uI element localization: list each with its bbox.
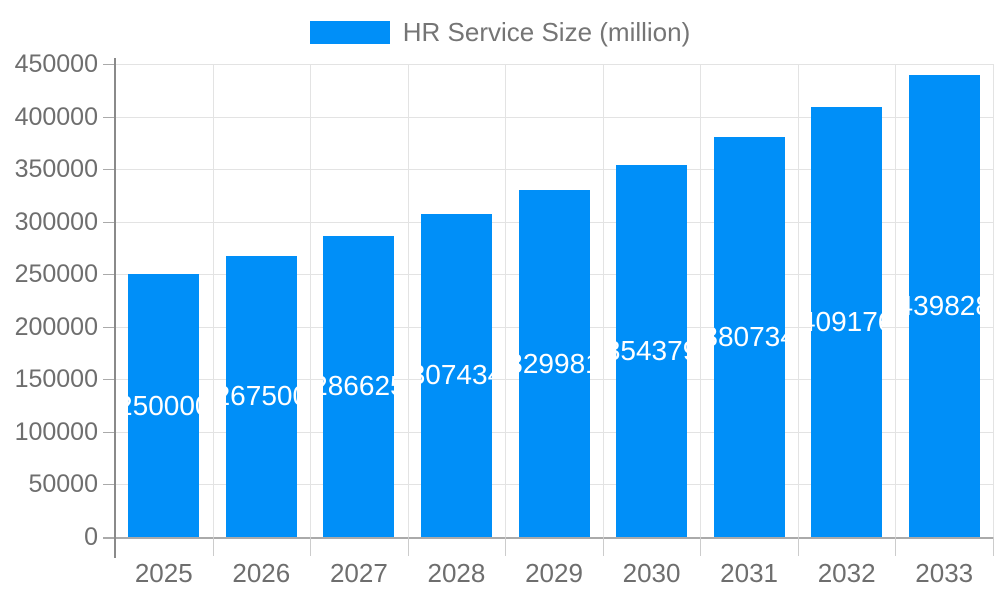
legend[interactable]: HR Service Size (million) (0, 18, 1000, 46)
bar-2027[interactable]: 286625 (323, 235, 395, 537)
v-gridline (212, 64, 214, 537)
y-axis-tick-label: 300000 (14, 207, 98, 236)
bar-value-label: 267500 (226, 380, 297, 412)
v-gridline (602, 64, 604, 537)
y-tick-mark (103, 326, 115, 328)
v-gridline (407, 64, 409, 537)
bar-value-label: 307434 (421, 359, 492, 391)
y-axis-tick-label: 350000 (14, 155, 98, 184)
y-tick-mark (103, 484, 115, 486)
bar-value-label: 354379 (616, 334, 687, 366)
bar-value-label: 439828 (909, 289, 980, 321)
bar-value-label: 286625 (323, 370, 394, 402)
x-axis-tick-label: 2027 (329, 558, 388, 588)
x-axis-line (103, 537, 993, 539)
v-gridline (797, 64, 799, 537)
y-tick-mark (103, 379, 115, 381)
bar-value-label: 409176 (811, 305, 882, 337)
bar-value-label: 250000 (128, 389, 199, 421)
bar-value-label: 329981 (519, 347, 590, 379)
x-tick-mark (993, 537, 994, 556)
legend-label: HR Service Size (million) (402, 17, 691, 47)
v-gridline (993, 64, 994, 537)
x-axis-tick-label: 2029 (525, 558, 583, 588)
bar-value-label: 380734 (714, 320, 785, 352)
x-tick-mark (212, 537, 214, 556)
x-axis-tick-label: 2028 (427, 558, 486, 588)
v-gridline (895, 64, 897, 537)
y-axis-tick-label: 150000 (14, 365, 98, 394)
h-gridline (115, 116, 993, 118)
bar-2030[interactable]: 354379 (616, 164, 688, 537)
x-axis-tick-label: 2030 (622, 558, 681, 588)
bar-2032[interactable]: 409176 (811, 106, 883, 537)
x-axis-tick-label: 2031 (720, 558, 779, 588)
y-tick-mark (103, 64, 115, 65)
y-axis-tick-label: 450000 (14, 50, 98, 78)
y-axis-line (114, 58, 116, 558)
y-tick-mark (103, 221, 115, 223)
x-axis-tick-label: 2025 (134, 558, 193, 588)
y-axis-tick-label: 50000 (28, 470, 98, 499)
v-gridline (505, 64, 507, 537)
y-tick-mark (103, 116, 115, 118)
y-axis-tick-label: 250000 (14, 260, 98, 289)
x-tick-mark (797, 537, 799, 556)
y-axis-tick-label: 100000 (14, 417, 98, 446)
x-tick-mark (407, 537, 409, 556)
h-gridline (115, 169, 993, 171)
x-axis-tick-label: 2032 (817, 558, 876, 588)
y-tick-mark (103, 431, 115, 433)
x-tick-mark (310, 537, 312, 556)
y-axis-tick-label: 200000 (14, 312, 98, 341)
legend-swatch-icon (309, 20, 390, 44)
bar-2033[interactable]: 439828 (908, 74, 980, 537)
bar-2028[interactable]: 307434 (420, 213, 492, 537)
v-gridline (700, 64, 702, 537)
y-tick-mark (103, 274, 115, 276)
bar-2025[interactable]: 250000 (128, 274, 200, 537)
y-axis-tick-label: 400000 (14, 102, 98, 131)
h-gridline (115, 64, 993, 65)
y-tick-mark (103, 169, 115, 171)
bar-2029[interactable]: 329981 (518, 190, 590, 537)
x-axis-tick-label: 2026 (232, 558, 291, 588)
y-axis-tick-label: 0 (84, 523, 98, 551)
x-tick-mark (700, 537, 702, 556)
x-axis-tick-label: 2033 (915, 558, 974, 588)
bar-2026[interactable]: 267500 (225, 255, 297, 537)
x-tick-mark (505, 537, 507, 556)
x-tick-mark (895, 537, 897, 556)
bar-2031[interactable]: 380734 (713, 136, 785, 537)
x-tick-mark (602, 537, 604, 556)
v-gridline (310, 64, 312, 537)
